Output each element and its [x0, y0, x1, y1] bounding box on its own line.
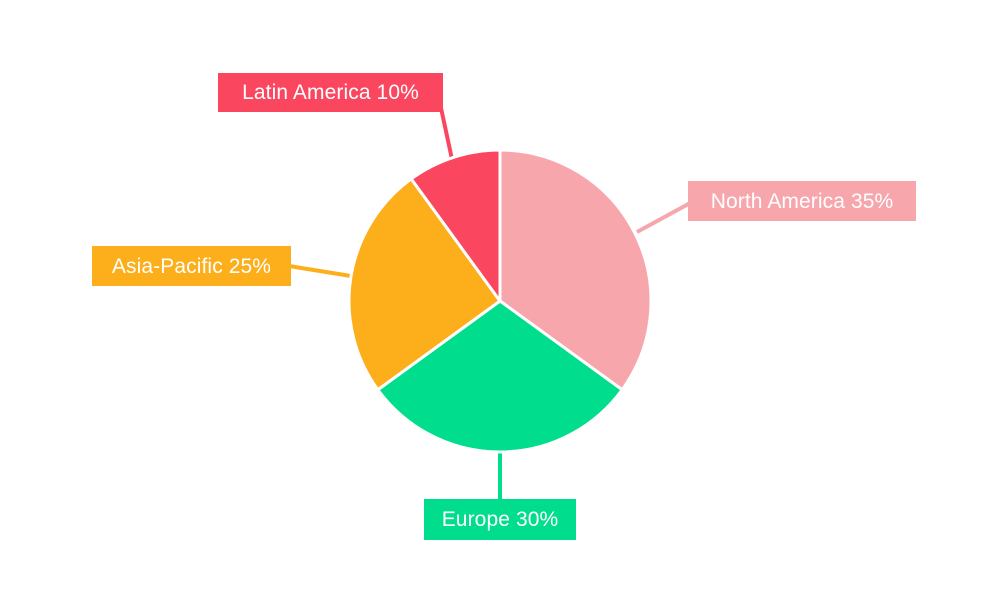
pie-slice-latin-america[interactable]: [409, 148, 502, 303]
pie-slices-group: [347, 148, 653, 454]
slice-label-text-latin-america: Latin America 10%: [242, 81, 419, 104]
slice-label-text-north-america: North America 35%: [710, 189, 894, 213]
slice-label-north-america[interactable]: North America 35%: [688, 181, 916, 221]
pie-slice-north-america[interactable]: [498, 148, 653, 392]
pie-slice-asia-pacific[interactable]: [347, 177, 502, 392]
slice-label-asia-pacific[interactable]: Asia-Pacific 25%: [92, 246, 291, 286]
slice-label-latin-america[interactable]: Latin America 10%: [218, 73, 443, 112]
slice-label-text-asia-pacific: Asia-Pacific 25%: [111, 254, 272, 278]
slice-label-europe[interactable]: Europe 30%: [424, 499, 576, 540]
slice-label-text-europe: Europe 30%: [441, 508, 559, 531]
leader-line-north-america: [636, 200, 693, 234]
leader-line-latin-america: [439, 107, 455, 165]
leader-line-asia-pacific: [288, 264, 358, 279]
pie-slice-europe[interactable]: [376, 299, 624, 454]
